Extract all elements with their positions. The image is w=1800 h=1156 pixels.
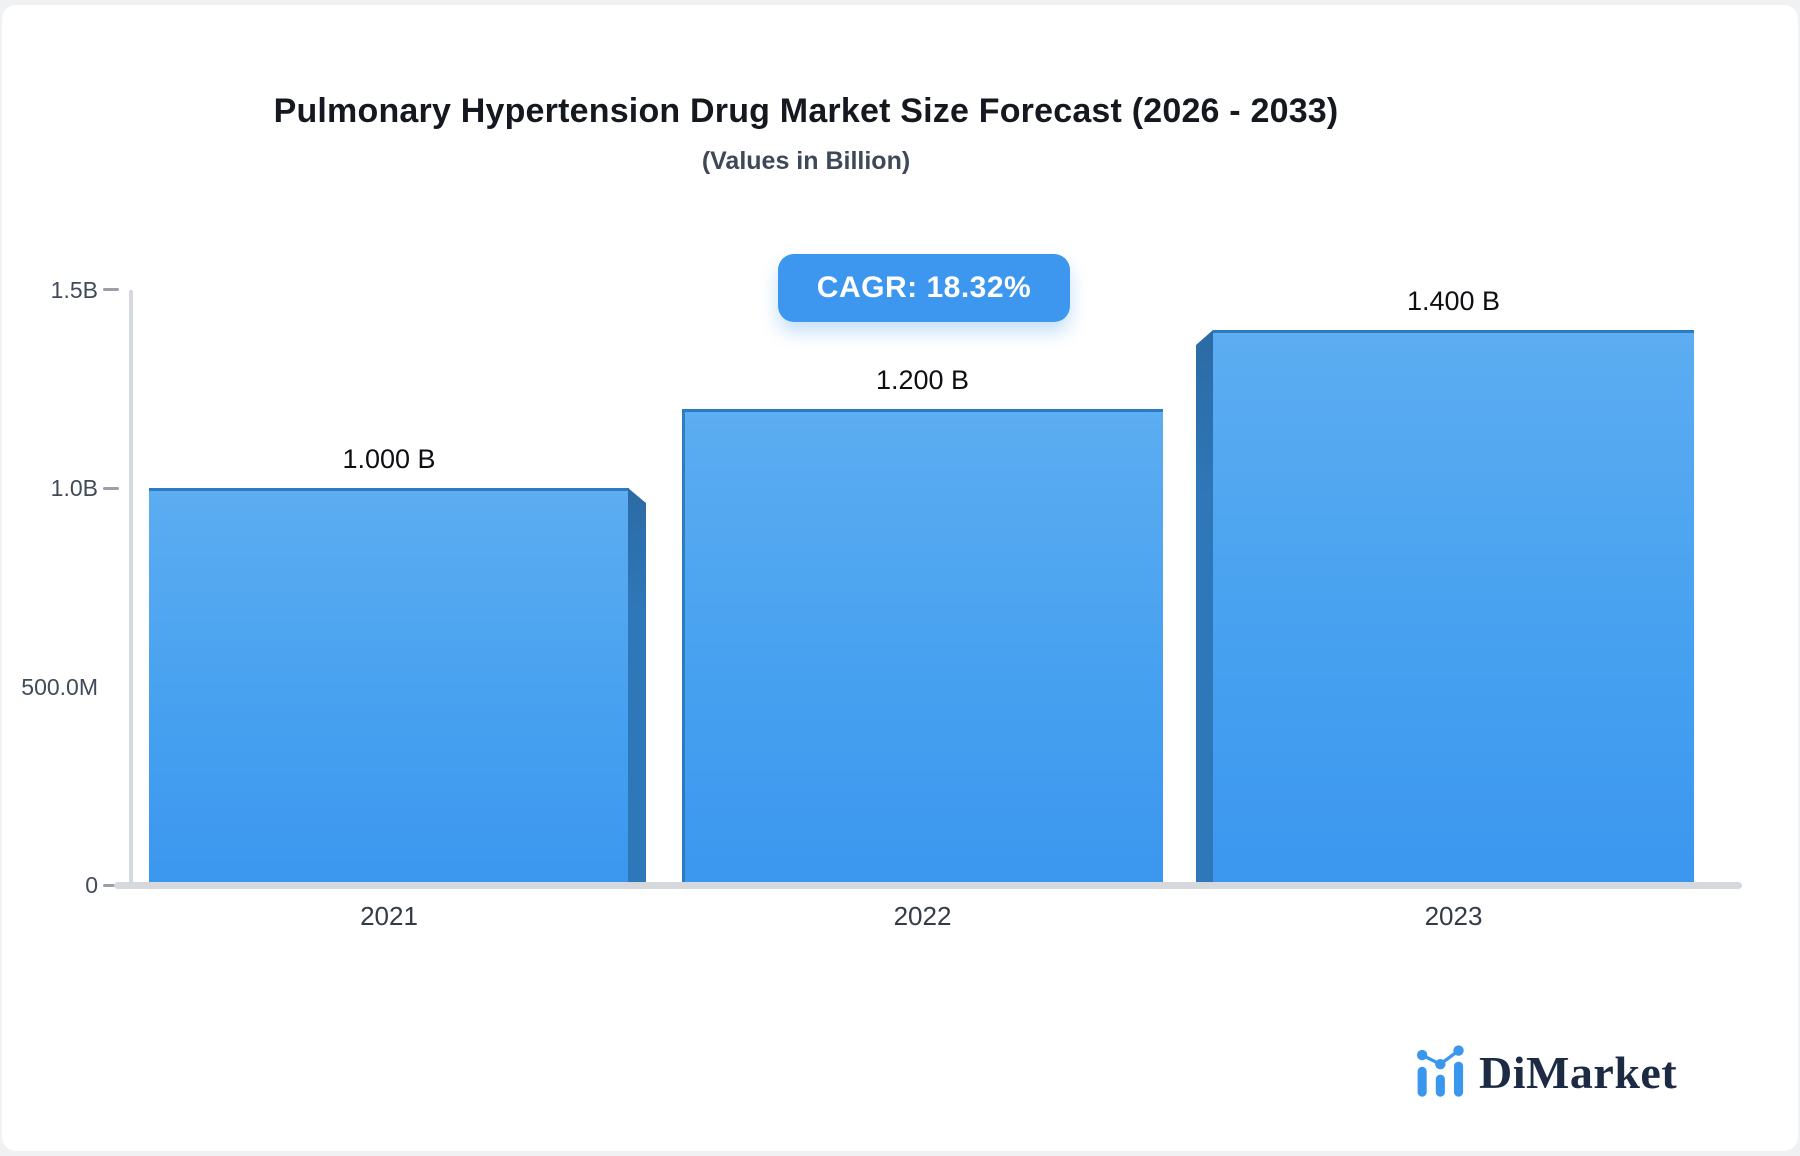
bar-value-label: 1.200 B (875, 365, 970, 395)
y-tick-label: 1.0B (50, 475, 98, 502)
bar-value-label: 1.400 B (1406, 286, 1501, 316)
y-tick-1-0b: 1.0B (0, 473, 130, 503)
y-tick-1-5b: 1.5B (0, 275, 130, 305)
y-tick-0: 0 (0, 870, 130, 900)
y-tick-500m: 500.0M (0, 672, 130, 702)
x-label-2021: 2021 (360, 901, 418, 931)
x-label-2022: 2022 (893, 901, 952, 931)
bar-3d-side (1196, 330, 1213, 885)
y-axis-line (129, 290, 133, 886)
bar-3d-side (628, 488, 646, 885)
brand-logo: DiMarket (1415, 1044, 1677, 1100)
bar[interactable] (682, 409, 1163, 885)
y-tick-label: 500.0M (21, 673, 98, 700)
tick-dash-icon (103, 883, 119, 887)
bar[interactable] (1213, 330, 1694, 885)
y-tick-label: 0 (85, 872, 98, 898)
bar-value-label: 1.000 B (342, 444, 436, 474)
brand-name: DiMarket (1479, 1046, 1678, 1098)
bar-chart-logo-icon (1416, 1045, 1464, 1097)
bar[interactable] (149, 488, 629, 885)
cagr-badge: CAGR: 18.32% (778, 254, 1070, 322)
x-axis-line (114, 882, 1742, 889)
chart-title: Pulmonary Hypertension Drug Market Size … (273, 92, 1339, 130)
chart-subtitle: (Values in Billion) (701, 147, 911, 175)
cagr-badge-label: CAGR: 18.32% (816, 271, 1032, 304)
y-tick-label: 1.5B (50, 276, 98, 303)
tick-dash-icon (103, 288, 119, 292)
tick-dash-icon (103, 486, 119, 490)
x-label-2023: 2023 (1424, 901, 1483, 931)
